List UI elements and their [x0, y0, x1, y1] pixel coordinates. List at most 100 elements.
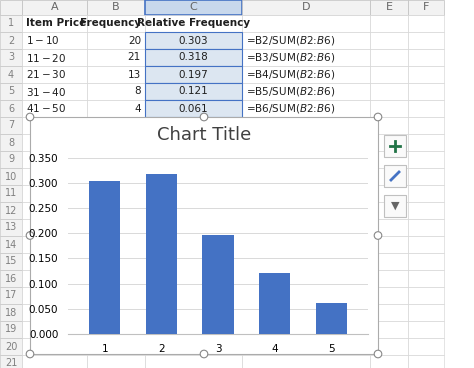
Bar [242, 219, 370, 236]
Bar [242, 270, 370, 287]
Bar [22, 287, 87, 304]
Bar [0, 202, 22, 219]
Text: 20: 20 [5, 342, 17, 351]
Text: 6: 6 [8, 103, 14, 113]
Bar [22, 321, 87, 338]
Bar [145, 117, 242, 134]
Bar [408, 338, 444, 355]
Bar [87, 49, 145, 66]
Bar [87, 117, 145, 134]
Bar [259, 273, 290, 334]
Text: D: D [302, 3, 310, 13]
Bar [145, 304, 242, 321]
Bar [408, 202, 444, 219]
Bar [0, 66, 22, 83]
Bar [408, 32, 444, 49]
Bar [87, 287, 145, 304]
Bar [370, 219, 408, 236]
Bar [87, 219, 145, 236]
Bar [370, 49, 408, 66]
Bar [22, 151, 87, 168]
Text: 7: 7 [8, 120, 14, 131]
Text: 0.303: 0.303 [179, 35, 208, 46]
Bar [87, 15, 145, 32]
Text: 17: 17 [5, 290, 17, 301]
Bar [370, 321, 408, 338]
Circle shape [26, 232, 34, 239]
Bar [87, 168, 145, 185]
Bar [0, 168, 22, 185]
Bar [370, 66, 408, 83]
Bar [145, 168, 242, 185]
Text: 5: 5 [8, 86, 14, 96]
Bar [0, 304, 22, 321]
Bar [408, 49, 444, 66]
Bar [384, 135, 406, 157]
Bar [408, 219, 444, 236]
Bar [145, 287, 242, 304]
Bar [242, 321, 370, 338]
Bar [242, 66, 370, 83]
Bar [408, 355, 444, 368]
Text: 18: 18 [5, 308, 17, 318]
Bar [87, 32, 145, 49]
Bar [0, 15, 22, 32]
Bar [370, 117, 408, 134]
Bar [22, 185, 87, 202]
Bar [0, 236, 22, 253]
Text: $1 - $10: $1 - $10 [26, 35, 60, 46]
Bar [145, 270, 242, 287]
Text: =B6/SUM($B$2:$B$6): =B6/SUM($B$2:$B$6) [246, 102, 335, 115]
Bar [370, 15, 408, 32]
Text: Chart Title: Chart Title [157, 126, 251, 144]
Bar [408, 0, 444, 15]
Bar [22, 66, 87, 83]
Bar [30, 117, 378, 354]
Bar [145, 83, 242, 100]
Bar [408, 100, 444, 117]
Bar [242, 32, 370, 49]
Text: B: B [112, 3, 120, 13]
Bar [22, 304, 87, 321]
Bar [22, 253, 87, 270]
Bar [87, 236, 145, 253]
Bar [0, 83, 22, 100]
Bar [145, 151, 242, 168]
Bar [22, 168, 87, 185]
Circle shape [374, 350, 382, 358]
Bar [0, 32, 22, 49]
Bar [146, 174, 177, 334]
Text: 21: 21 [5, 358, 17, 368]
Bar [87, 100, 145, 117]
Text: 10: 10 [5, 171, 17, 181]
Bar [145, 202, 242, 219]
Text: E: E [385, 3, 392, 13]
Bar [242, 236, 370, 253]
Text: 13: 13 [128, 70, 141, 79]
Bar [87, 83, 145, 100]
Bar [370, 100, 408, 117]
Bar [0, 321, 22, 338]
Bar [316, 303, 347, 334]
Text: C: C [190, 3, 197, 13]
Bar [370, 202, 408, 219]
Bar [408, 151, 444, 168]
Bar [384, 165, 406, 187]
Bar [408, 185, 444, 202]
Text: $21 - $30: $21 - $30 [26, 68, 66, 81]
Text: $31 - $40: $31 - $40 [26, 85, 66, 98]
Text: 15: 15 [5, 256, 17, 266]
Text: 8: 8 [8, 138, 14, 148]
Text: 21: 21 [128, 53, 141, 63]
Bar [145, 321, 242, 338]
Bar [145, 49, 242, 66]
Text: =B5/SUM($B$2:$B$6): =B5/SUM($B$2:$B$6) [246, 85, 335, 98]
Bar [87, 185, 145, 202]
Bar [22, 270, 87, 287]
Bar [145, 185, 242, 202]
Bar [408, 168, 444, 185]
Text: 4: 4 [8, 70, 14, 79]
Bar [145, 32, 242, 49]
Text: $41 - $50: $41 - $50 [26, 103, 66, 114]
Bar [242, 287, 370, 304]
